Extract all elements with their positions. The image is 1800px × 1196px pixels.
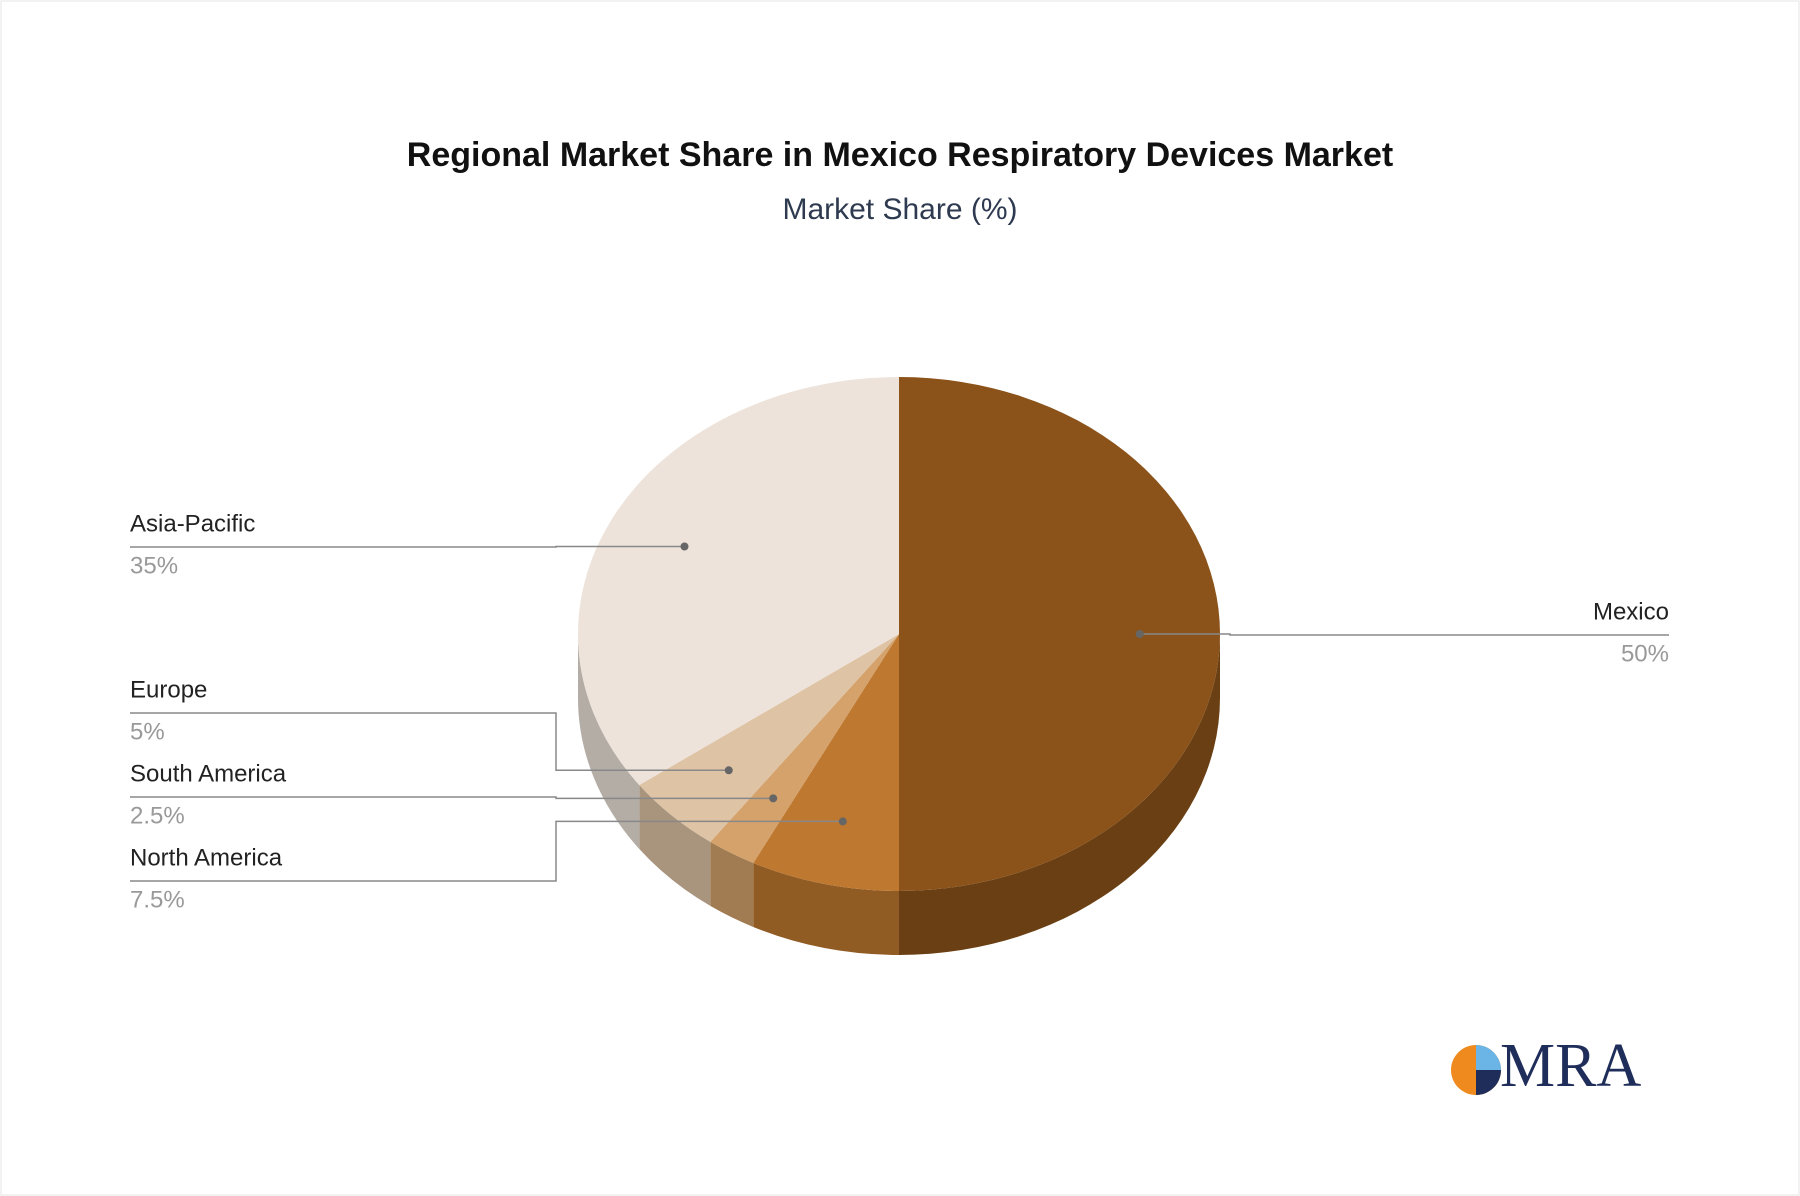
slice-label: Mexico <box>1593 598 1669 625</box>
pie-slice <box>753 634 899 891</box>
pie-slice <box>639 634 899 842</box>
pie-slice <box>899 377 1220 891</box>
logo-mark <box>1476 1045 1501 1070</box>
pie-side <box>899 634 1220 955</box>
slice-label: Asia-Pacific <box>130 510 255 537</box>
chart-title: Regional Market Share in Mexico Respirat… <box>407 136 1393 174</box>
pie-slice <box>710 634 899 863</box>
slice-value: 7.5% <box>130 886 185 913</box>
leader-dot <box>724 766 733 775</box>
slice-label: Europe <box>130 676 207 703</box>
logo: MRA <box>1451 1032 1641 1100</box>
pie-slice <box>578 377 899 786</box>
leader-line <box>130 712 729 772</box>
logo-text: MRA <box>1500 1032 1641 1100</box>
leader-line <box>130 820 843 882</box>
slice-value: 5% <box>130 718 165 745</box>
slice-value: 50% <box>1621 640 1669 667</box>
leader-line <box>1139 633 1669 636</box>
leader-dot <box>769 794 778 803</box>
pie-side <box>753 862 899 955</box>
slice-value: 2.5% <box>130 802 185 829</box>
pie-side <box>578 634 640 850</box>
pie-side <box>710 841 754 927</box>
chart-subtitle: Market Share (%) <box>782 193 1017 226</box>
logo-mark <box>1476 1070 1501 1095</box>
slice-label: North America <box>130 844 283 871</box>
leader-dot <box>680 542 689 551</box>
leader-line <box>130 796 774 800</box>
leader-dot <box>1135 630 1144 638</box>
leader-line <box>130 545 685 548</box>
leader-dot <box>838 817 847 826</box>
slice-value: 35% <box>130 552 178 579</box>
slice-label: South America <box>130 760 287 787</box>
pie-side <box>639 785 711 906</box>
